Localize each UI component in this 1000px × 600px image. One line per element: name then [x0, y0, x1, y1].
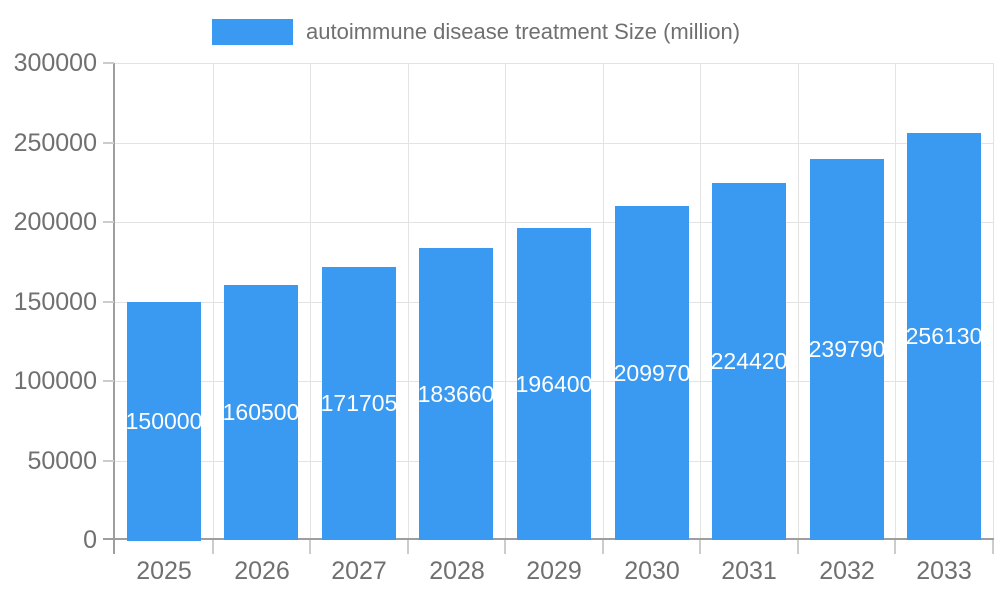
v-gridline [700, 63, 701, 540]
bar-value-label: 256130 [907, 323, 981, 349]
bar-value-label: 171705 [322, 390, 396, 416]
y-tick-mark [103, 62, 114, 64]
bar[interactable]: 160500 [224, 285, 298, 540]
h-gridline [115, 222, 993, 223]
bar[interactable]: 224420 [712, 183, 786, 540]
x-tick-mark [992, 540, 994, 554]
y-tick-mark [103, 380, 114, 382]
y-tick-mark [103, 142, 114, 144]
bar[interactable]: 256130 [907, 133, 981, 540]
v-gridline [993, 63, 994, 540]
bar[interactable]: 171705 [322, 267, 396, 540]
x-tick-mark [212, 540, 214, 554]
bar-value-label: 150000 [127, 408, 201, 434]
legend-label: autoimmune disease treatment Size (milli… [306, 19, 741, 44]
legend[interactable]: autoimmune disease treatment Size (milli… [212, 19, 740, 45]
bar[interactable]: 196400 [517, 228, 591, 540]
y-axis-line [113, 63, 115, 554]
y-tick-label: 0 [83, 526, 97, 554]
x-tick-mark [504, 540, 506, 554]
y-tick-mark [103, 221, 114, 223]
x-category-label: 2031 [721, 557, 777, 585]
h-gridline [115, 143, 993, 144]
x-tick-mark [602, 540, 604, 554]
v-gridline [408, 63, 409, 540]
bar[interactable]: 239790 [810, 159, 884, 540]
x-category-label: 2028 [429, 557, 485, 585]
v-gridline [798, 63, 799, 540]
y-tick-label: 50000 [27, 447, 97, 475]
bar-value-label: 196400 [517, 370, 591, 397]
x-tick-mark [797, 540, 799, 554]
y-tick-label: 100000 [13, 367, 97, 395]
v-gridline [310, 63, 311, 540]
x-category-label: 2030 [624, 557, 680, 585]
x-category-label: 2033 [916, 557, 972, 585]
x-tick-mark [894, 540, 896, 554]
bar-value-label: 183660 [419, 380, 493, 407]
bar[interactable]: 183660 [419, 248, 493, 540]
x-category-label: 2032 [819, 557, 875, 585]
x-category-label: 2029 [526, 557, 582, 585]
x-tick-mark [699, 540, 701, 554]
v-gridline [505, 63, 506, 540]
h-gridline [115, 63, 993, 64]
bar-value-label: 239790 [810, 336, 884, 362]
y-tick-label: 300000 [13, 49, 97, 77]
y-tick-mark [103, 301, 114, 303]
v-gridline [603, 63, 604, 540]
bar[interactable]: 150000 [127, 302, 201, 541]
y-tick-label: 200000 [13, 208, 97, 236]
bar[interactable]: 209970 [615, 206, 689, 540]
bar-value-label: 160500 [224, 399, 298, 425]
x-category-label: 2025 [136, 557, 192, 585]
y-tick-mark [103, 460, 114, 462]
y-tick-label: 150000 [13, 288, 97, 316]
bar-value-label: 224420 [712, 348, 786, 374]
x-tick-mark [309, 540, 311, 554]
v-gridline [213, 63, 214, 540]
bar-value-label: 209970 [615, 359, 689, 386]
x-category-label: 2026 [234, 557, 290, 585]
legend-swatch [212, 19, 293, 45]
x-category-label: 2027 [331, 557, 387, 585]
y-tick-label: 250000 [13, 129, 97, 157]
v-gridline [895, 63, 896, 540]
x-tick-mark [407, 540, 409, 554]
